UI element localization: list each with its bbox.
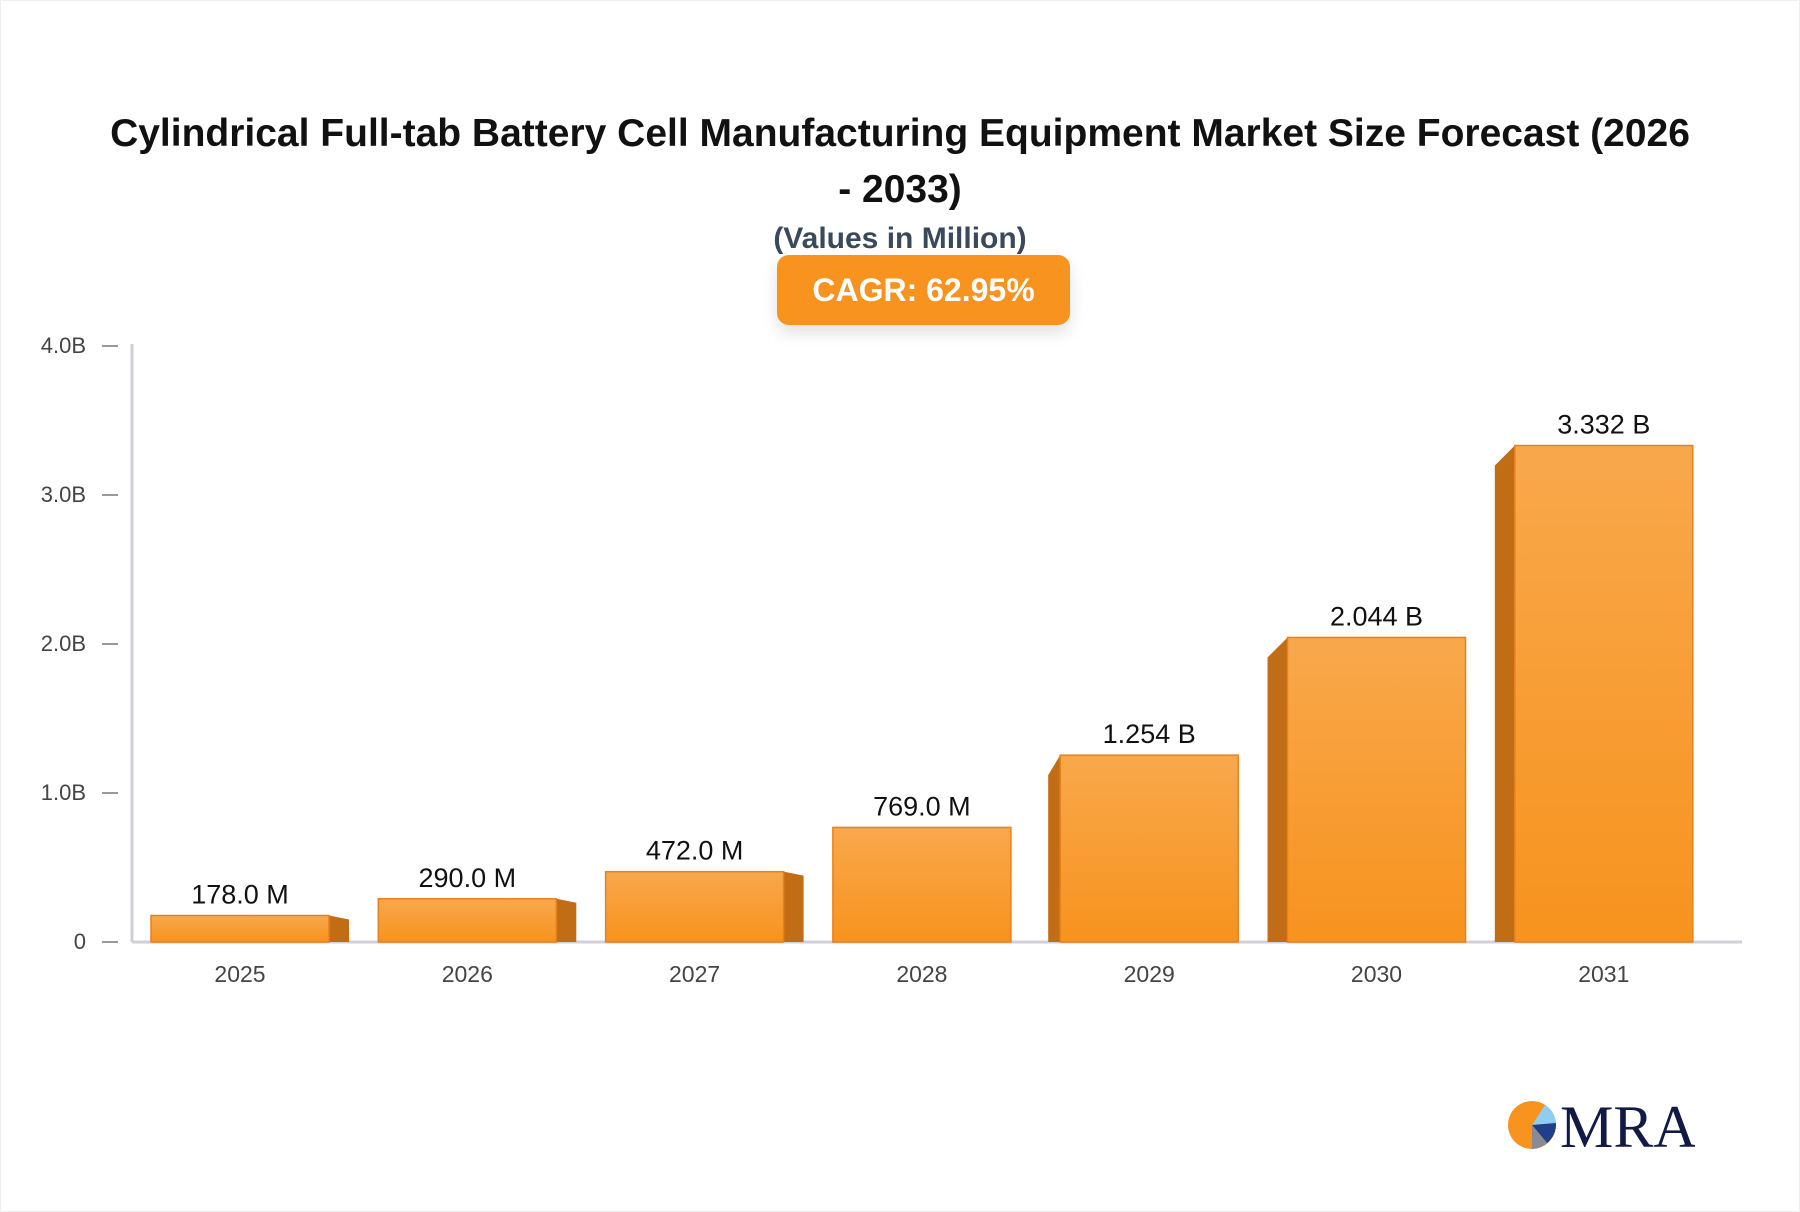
y-tick-label: 2.0B: [41, 631, 86, 656]
data-label: 1.254 B: [1103, 719, 1196, 749]
y-tick-label: 4.0B: [41, 333, 86, 358]
bar-2025: [150, 914, 330, 943]
x-tick-label: 2028: [896, 961, 947, 987]
logo-text: MRA: [1560, 1095, 1695, 1155]
bar-2028: [832, 826, 1012, 943]
bar-side: [1494, 445, 1515, 942]
bar-side: [1267, 637, 1288, 942]
chart-title: Cylindrical Full-tab Battery Cell Manufa…: [110, 112, 1690, 211]
data-label: 178.0 M: [191, 879, 289, 909]
bar-2030: [1286, 636, 1467, 943]
x-tick-label: 2029: [1124, 961, 1175, 987]
bar-2029: [1059, 754, 1239, 943]
x-tick-label: 2027: [669, 961, 720, 987]
x-tick-label: 2031: [1578, 961, 1629, 987]
y-tick-label: 1.0B: [41, 780, 86, 805]
data-label: 3.332 B: [1557, 410, 1650, 440]
bar-2027: [604, 870, 785, 943]
bar-side: [556, 898, 577, 942]
bar-side: [329, 915, 349, 942]
data-label: 290.0 M: [419, 863, 517, 893]
x-tick-label: 2026: [442, 961, 493, 987]
bar-2031: [1514, 444, 1694, 943]
data-label: 2.044 B: [1330, 601, 1423, 631]
mra-logo: MRA: [1505, 1094, 1697, 1160]
bar-side: [1048, 755, 1061, 942]
cagr-badge: CAGR: 62.95%: [777, 255, 1070, 325]
y-tick-label: 3.0B: [41, 482, 86, 507]
data-label: 769.0 M: [873, 791, 971, 821]
chart-subtitle: (Values in Million): [773, 222, 1027, 255]
x-tick-label: 2025: [214, 961, 265, 987]
data-label: 472.0 M: [646, 836, 744, 866]
bar-side: [783, 871, 804, 942]
y-tick-label: 0: [74, 929, 86, 954]
bar-2026: [377, 898, 558, 943]
x-tick-label: 2030: [1351, 961, 1402, 987]
